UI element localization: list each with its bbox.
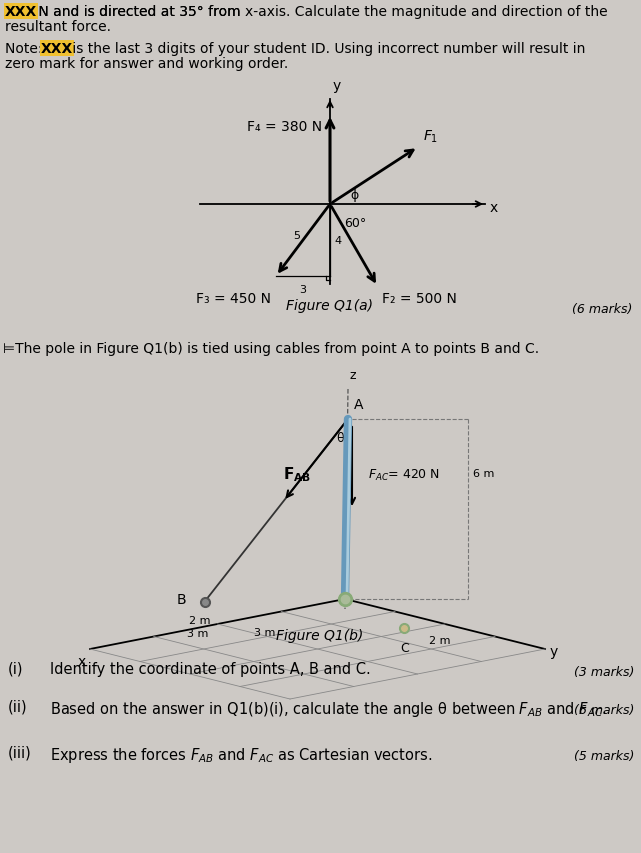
Text: y: y [550,644,558,659]
Text: 3: 3 [299,285,306,294]
Text: N and is directed at 35° from x-axis. Calculate the magnitude and direction of t: N and is directed at 35° from x-axis. Ca… [34,5,608,19]
Text: 3 m: 3 m [254,627,276,637]
Text: B: B [177,593,187,606]
Text: 2 m: 2 m [189,616,210,626]
Text: z: z [350,368,356,381]
Text: ⊨The pole in Figure Q1(b) is tied using cables from point A to points B and C.: ⊨The pole in Figure Q1(b) is tied using … [3,341,539,356]
Text: XXX: XXX [5,5,37,19]
Text: F₄ = 380 N: F₄ = 380 N [247,120,322,134]
Text: y: y [333,79,341,93]
Text: Express the forces $F_{AB}$ and $F_{AC}$ as Cartesian vectors.: Express the forces $F_{AB}$ and $F_{AC}$… [50,746,432,764]
Text: XXX: XXX [41,42,73,56]
Text: 6 m: 6 m [473,468,494,479]
Text: 60°: 60° [344,217,366,229]
Text: Figure Q1(b): Figure Q1(b) [276,629,363,642]
Text: F₂ = 500 N: F₂ = 500 N [381,292,456,306]
Text: (6 marks): (6 marks) [572,303,632,316]
Text: Based on the answer in Q1(b)(i), calculate the angle θ between $F_{AB}$ and $F_{: Based on the answer in Q1(b)(i), calcula… [50,699,607,718]
Text: (ii): (ii) [8,699,28,714]
Text: θ: θ [336,432,344,444]
Text: A: A [354,397,363,411]
Text: $F_1$: $F_1$ [423,128,438,145]
Text: is the last 3 digits of your student ID. Using incorrect number will result in: is the last 3 digits of your student ID.… [68,42,585,56]
Text: Identify the coordinate of points A, B and C.: Identify the coordinate of points A, B a… [50,661,370,676]
Text: (iii): (iii) [8,746,32,760]
Text: 3 m: 3 m [187,629,208,638]
Text: C: C [400,641,409,655]
Text: 4: 4 [334,235,341,246]
Text: Note:: Note: [5,42,47,56]
Text: Figure Q1(a): Figure Q1(a) [287,299,374,313]
Text: N and is directed at 35° from: N and is directed at 35° from [34,5,245,19]
Text: 5: 5 [293,231,300,241]
Text: (5 marks): (5 marks) [574,749,634,762]
Text: (i): (i) [8,661,24,676]
Text: (6 marks): (6 marks) [574,703,634,717]
Text: ϕ: ϕ [350,189,358,201]
Text: $\mathbf{F_{AB}}$: $\mathbf{F_{AB}}$ [283,465,312,484]
Text: x: x [490,200,498,215]
Text: 2 m: 2 m [429,635,451,646]
Text: x: x [78,654,87,668]
Text: F₃ = 450 N: F₃ = 450 N [196,292,271,305]
Text: resultant force.: resultant force. [5,20,111,34]
Text: $F_{AC}$= 420 N: $F_{AC}$= 420 N [368,467,440,482]
Text: zero mark for answer and working order.: zero mark for answer and working order. [5,57,288,71]
Text: (3 marks): (3 marks) [574,665,634,678]
